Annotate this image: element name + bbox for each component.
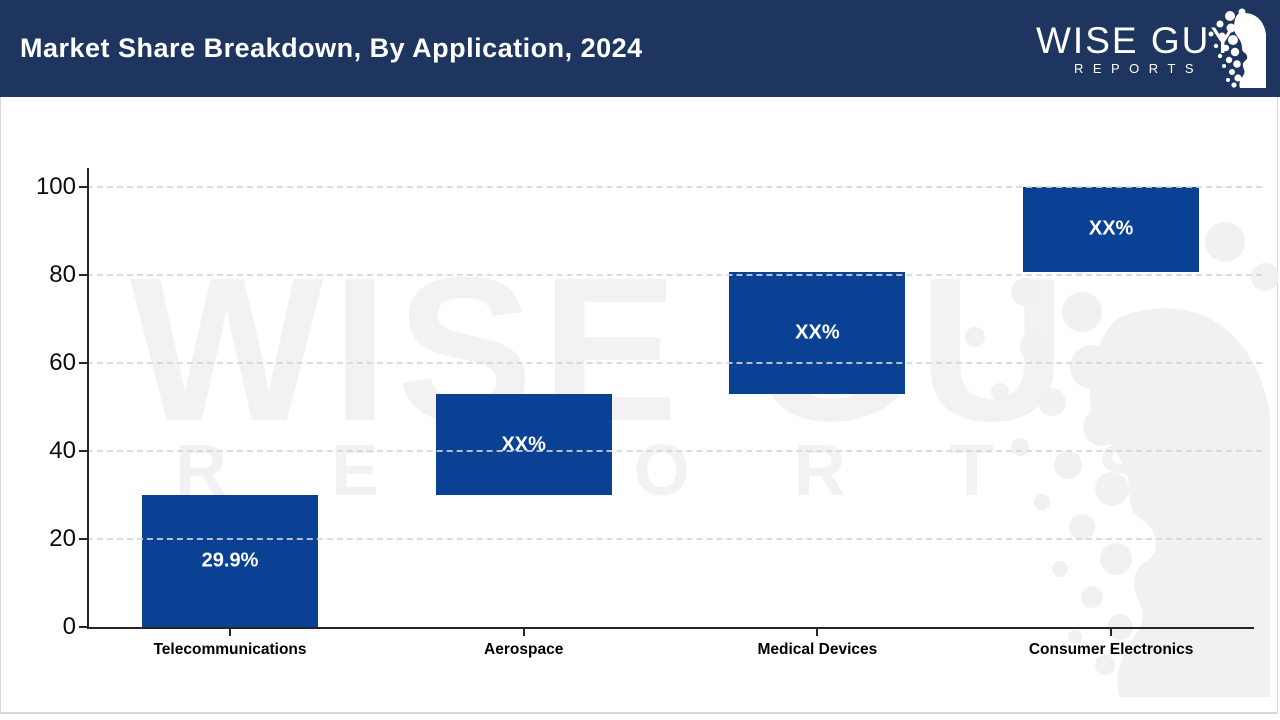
logo-subtitle: REPORTS xyxy=(1073,61,1204,76)
y-axis-tick-mark xyxy=(79,626,87,628)
logo-text: WISE GUY REPORTS xyxy=(1036,22,1237,75)
gridline-y20 xyxy=(87,538,1262,540)
logo-wordmark: WISE GUY xyxy=(1036,20,1238,61)
x-axis-category-label: Telecommunications xyxy=(153,641,307,658)
y-axis-tick-mark xyxy=(79,450,87,452)
x-axis-line xyxy=(87,627,1254,629)
gridline-y100 xyxy=(87,186,1262,188)
x-axis-category-label: Aerospace xyxy=(484,641,564,658)
page-title: Market Share Breakdown, By Application, … xyxy=(20,33,643,63)
gridline-y40 xyxy=(87,450,1262,452)
bar-telecommunications xyxy=(142,495,318,627)
y-axis-tick-label: 100 xyxy=(35,173,76,200)
y-axis-tick-label: 40 xyxy=(49,437,76,464)
y-axis-tick-mark xyxy=(79,538,87,540)
x-axis-category-label: Consumer Electronics xyxy=(1028,641,1194,658)
bar-aerospace xyxy=(435,393,612,496)
x-axis-tick-mark xyxy=(229,629,231,636)
bar-value-label: 29.9% xyxy=(201,549,259,572)
logo-face-dots-icon xyxy=(1208,8,1266,88)
x-axis-tick-mark xyxy=(1110,629,1113,636)
y-axis-tick-label: 80 xyxy=(49,261,76,288)
y-axis-tick-label: 60 xyxy=(49,349,76,376)
bar-value-label: XX% xyxy=(1088,217,1134,240)
y-axis-tick-mark xyxy=(79,274,87,276)
gridline-y60 xyxy=(87,362,1262,364)
x-axis-tick-mark xyxy=(816,629,819,636)
gridline-y80 xyxy=(87,274,1262,276)
header-bar: Market Share Breakdown, By Application, … xyxy=(0,0,1280,97)
y-axis-tick-label: 20 xyxy=(49,525,76,552)
bar-value-label: XX% xyxy=(501,433,546,456)
bar-value-label: XX% xyxy=(795,321,840,344)
y-axis-tick-label: 0 xyxy=(62,613,76,640)
x-axis-tick-mark xyxy=(522,629,525,636)
x-axis-category-label: Medical Devices xyxy=(757,641,878,658)
y-axis-tick-mark xyxy=(79,362,87,364)
y-axis-tick-mark xyxy=(79,186,87,188)
y-axis-line xyxy=(87,168,89,629)
wise-guy-reports-logo: WISE GUY REPORTS xyxy=(1018,8,1268,90)
bar-medical-devices xyxy=(729,271,906,394)
